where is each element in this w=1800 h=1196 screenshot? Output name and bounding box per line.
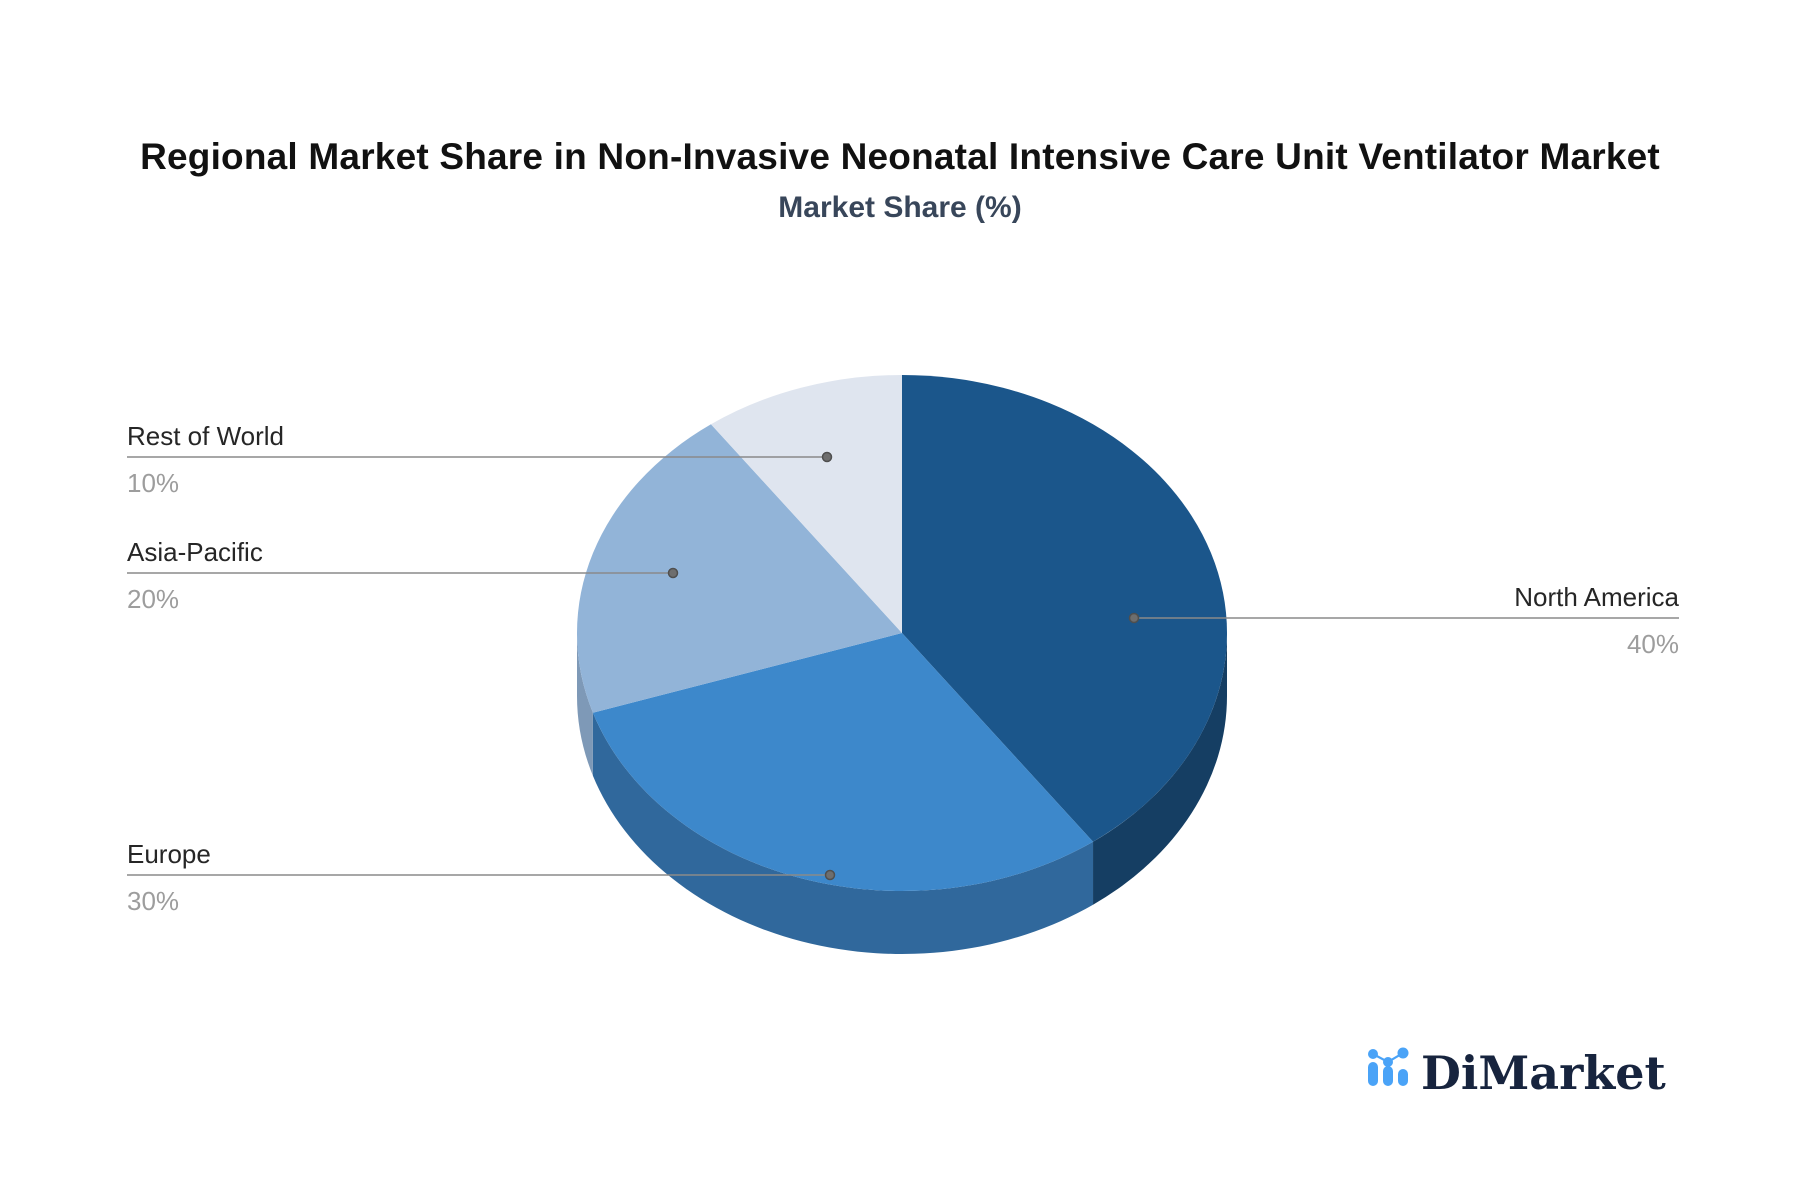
- dimarket-logo-text: DiMarket: [1421, 1046, 1666, 1100]
- slice-label-asia-pacific: Asia-Pacific: [127, 537, 263, 567]
- slice-pct-rest-of-world: 10%: [127, 468, 180, 498]
- slice-label-rest-of-world: Rest of World: [127, 421, 285, 451]
- pie-slice-side-europe: [592, 712, 1094, 955]
- connector-dot-rest-of-world: [821, 451, 833, 463]
- pie-slice-asia-pacific[interactable]: [577, 424, 902, 713]
- dimarket-logo-icon: [1368, 1047, 1409, 1086]
- chart-subtitle: Market Share (%): [778, 191, 1022, 224]
- slice-label-europe: Europe: [127, 839, 211, 869]
- chart-title: Regional Market Share in Non-Invasive Ne…: [140, 136, 1660, 177]
- logo-bars: [1368, 1047, 1409, 1086]
- pie-slice-rest-of-world[interactable]: [710, 375, 902, 633]
- slice-label-north-america: North America: [1514, 582, 1679, 612]
- connector-dot-asia-pacific: [667, 567, 679, 579]
- pie-slice-side-north-america: [1093, 633, 1227, 905]
- pie-slice-europe[interactable]: [592, 633, 1094, 892]
- pie-slice-north-america[interactable]: [902, 375, 1228, 842]
- connector-dot-north-america: [1128, 612, 1140, 624]
- slice-pct-north-america: 40%: [1626, 629, 1679, 659]
- connector-dot-europe: [824, 869, 836, 881]
- slice-pct-europe: 30%: [127, 886, 180, 916]
- pie-slice-side-asia-pacific: [577, 633, 593, 776]
- slice-pct-asia-pacific: 20%: [127, 584, 180, 614]
